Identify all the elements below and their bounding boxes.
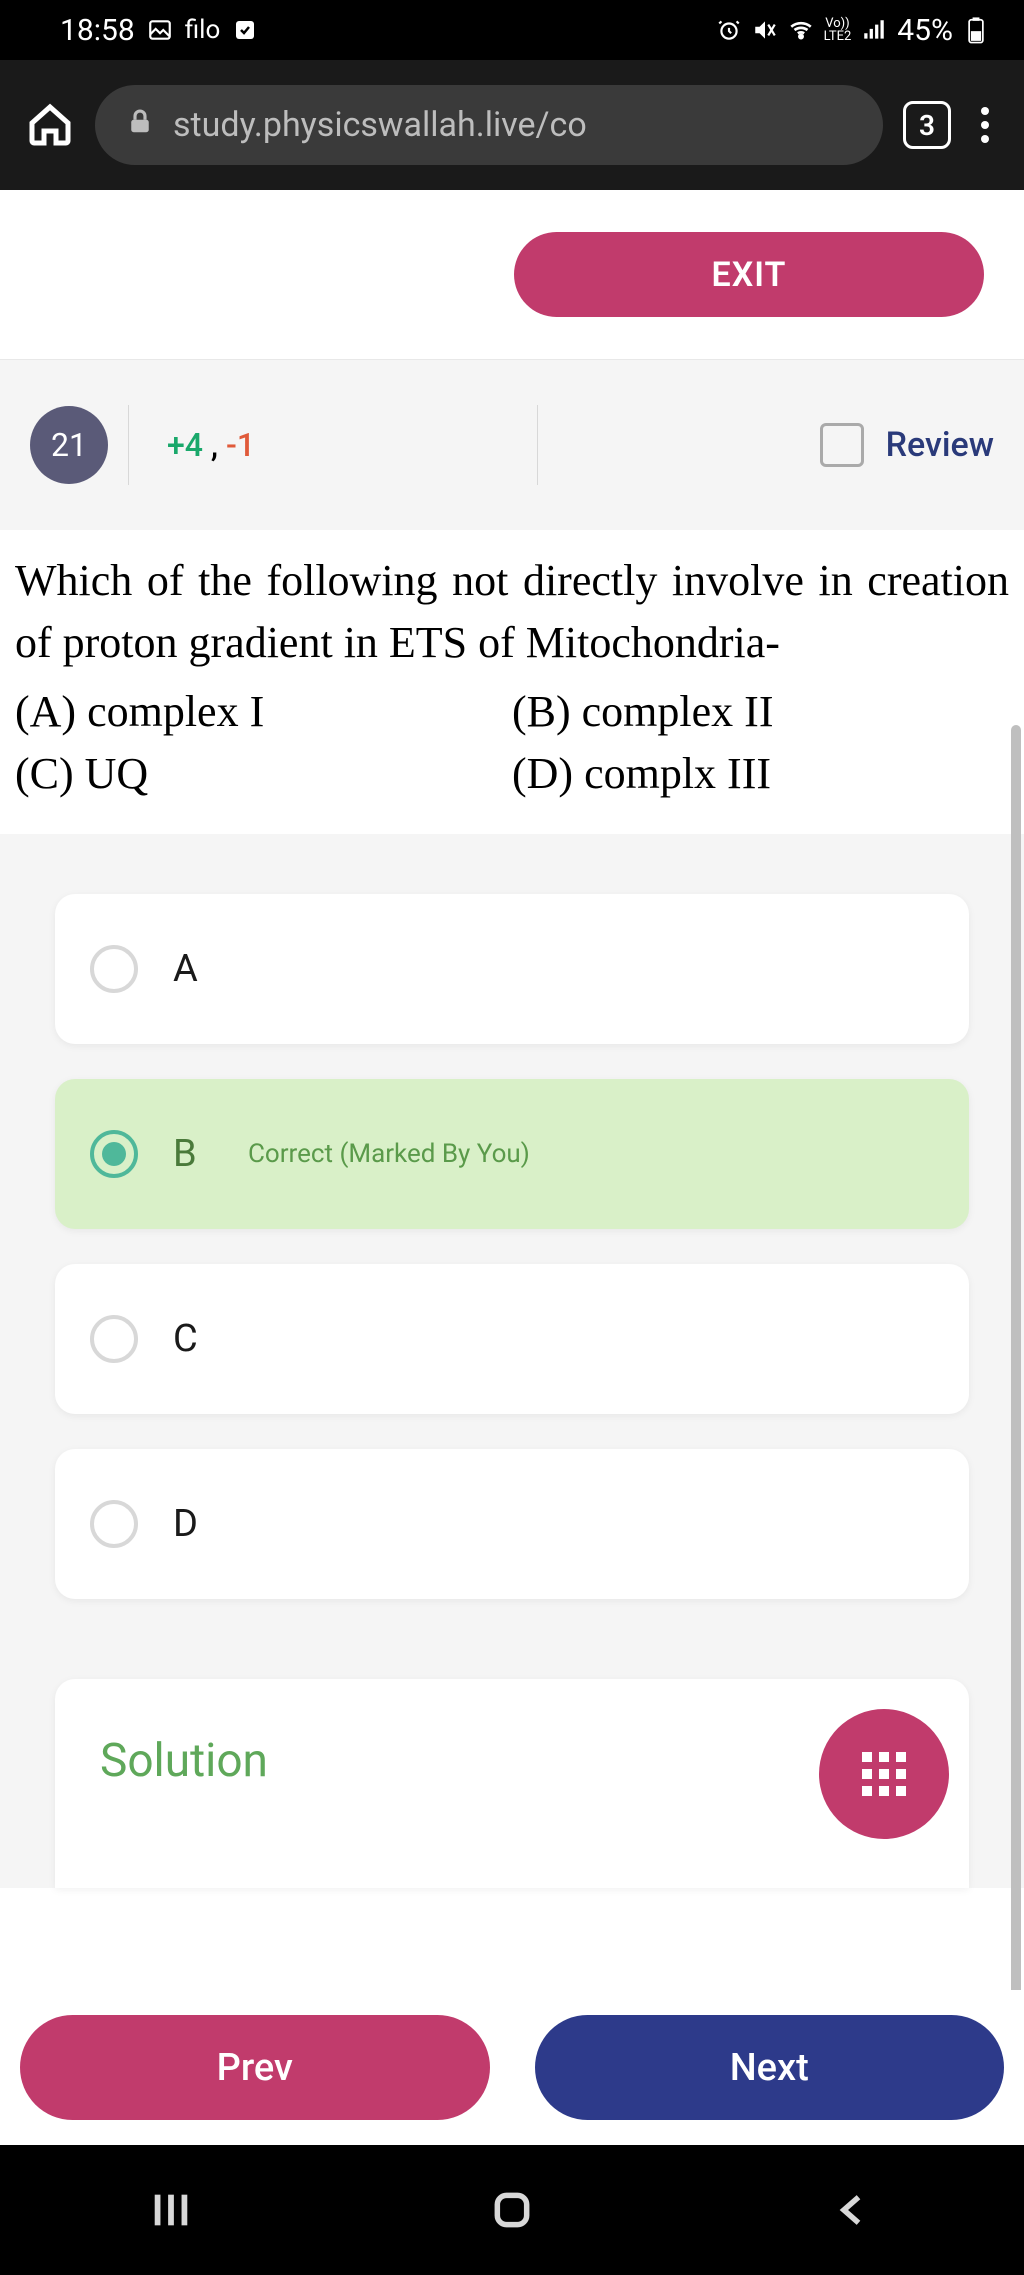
image-icon (147, 17, 173, 43)
alarm-icon (716, 17, 742, 43)
android-nav-bar (0, 2145, 1024, 2275)
wifi-icon (788, 17, 814, 43)
question-grid-fab[interactable] (819, 1709, 949, 1839)
exit-button[interactable]: EXIT (514, 232, 984, 317)
radio-icon (90, 945, 138, 993)
prev-button[interactable]: Prev (20, 2015, 490, 2120)
back-icon[interactable] (828, 2185, 878, 2235)
battery-percent: 45% (897, 13, 953, 48)
app-name: filo (185, 15, 221, 45)
option-status: Correct (Marked By You) (248, 1139, 530, 1169)
option-letter: D (173, 1502, 213, 1546)
android-status-bar: 18:58 filo Vo)) LTE2 45% (0, 0, 1024, 60)
option-card-b[interactable]: B Correct (Marked By You) (55, 1079, 969, 1229)
url-text: study.physicswallah.live/co (173, 105, 587, 145)
next-button[interactable]: Next (535, 2015, 1005, 2120)
battery-icon (963, 17, 989, 43)
check-badge-icon (232, 17, 258, 43)
url-bar[interactable]: study.physicswallah.live/co (95, 85, 883, 165)
option-text-b: (B) complex II (512, 681, 1009, 743)
solution-panel: Solution (55, 1679, 969, 1888)
option-letter: A (173, 947, 213, 991)
mute-icon (752, 17, 778, 43)
option-letter: B (173, 1132, 213, 1176)
question-text-block: Which of the following not directly invo… (0, 530, 1024, 834)
lock-icon (125, 105, 155, 145)
status-left: 18:58 filo (60, 13, 258, 48)
signal-icon (861, 17, 887, 43)
browser-chrome-bar: study.physicswallah.live/co 3 (0, 60, 1024, 190)
question-meta-row: 21 +4 , -1 Review (0, 360, 1024, 530)
network-type-label: Vo)) LTE2 (824, 17, 852, 43)
review-checkbox[interactable] (820, 423, 864, 467)
review-label: Review (886, 425, 994, 465)
radio-icon (90, 1130, 138, 1178)
divider (128, 405, 129, 485)
option-text-c: (C) UQ (15, 743, 512, 805)
option-card-d[interactable]: D (55, 1449, 969, 1599)
home-icon[interactable] (25, 100, 75, 150)
question-number-badge: 21 (30, 406, 108, 484)
review-toggle[interactable]: Review (820, 423, 994, 467)
grid-icon (862, 1752, 906, 1796)
status-right: Vo)) LTE2 45% (716, 13, 989, 48)
answer-options-list: A B Correct (Marked By You) C D (0, 834, 1024, 1619)
solution-title: Solution (100, 1734, 924, 1788)
overflow-menu-icon[interactable] (971, 107, 999, 143)
home-nav-icon[interactable] (487, 2185, 537, 2235)
quiz-nav-bar: Prev Next (0, 1990, 1024, 2145)
recents-icon[interactable] (146, 2185, 196, 2235)
question-stem: Which of the following not directly invo… (15, 550, 1009, 673)
option-card-c[interactable]: C (55, 1264, 969, 1414)
option-text-d: (D) complx III (512, 743, 1009, 805)
question-content: 21 +4 , -1 Review Which of the following… (0, 360, 1024, 1888)
clock-text: 18:58 (60, 13, 135, 48)
scroll-indicator[interactable] (1011, 725, 1021, 2085)
radio-icon (90, 1315, 138, 1363)
divider (537, 405, 538, 485)
radio-icon (90, 1500, 138, 1548)
tab-count-button[interactable]: 3 (903, 101, 951, 149)
option-card-a[interactable]: A (55, 894, 969, 1044)
quiz-header: EXIT (0, 190, 1024, 360)
option-letter: C (173, 1317, 213, 1361)
marking-scheme: +4 , -1 (167, 426, 255, 464)
option-text-a: (A) complex I (15, 681, 512, 743)
